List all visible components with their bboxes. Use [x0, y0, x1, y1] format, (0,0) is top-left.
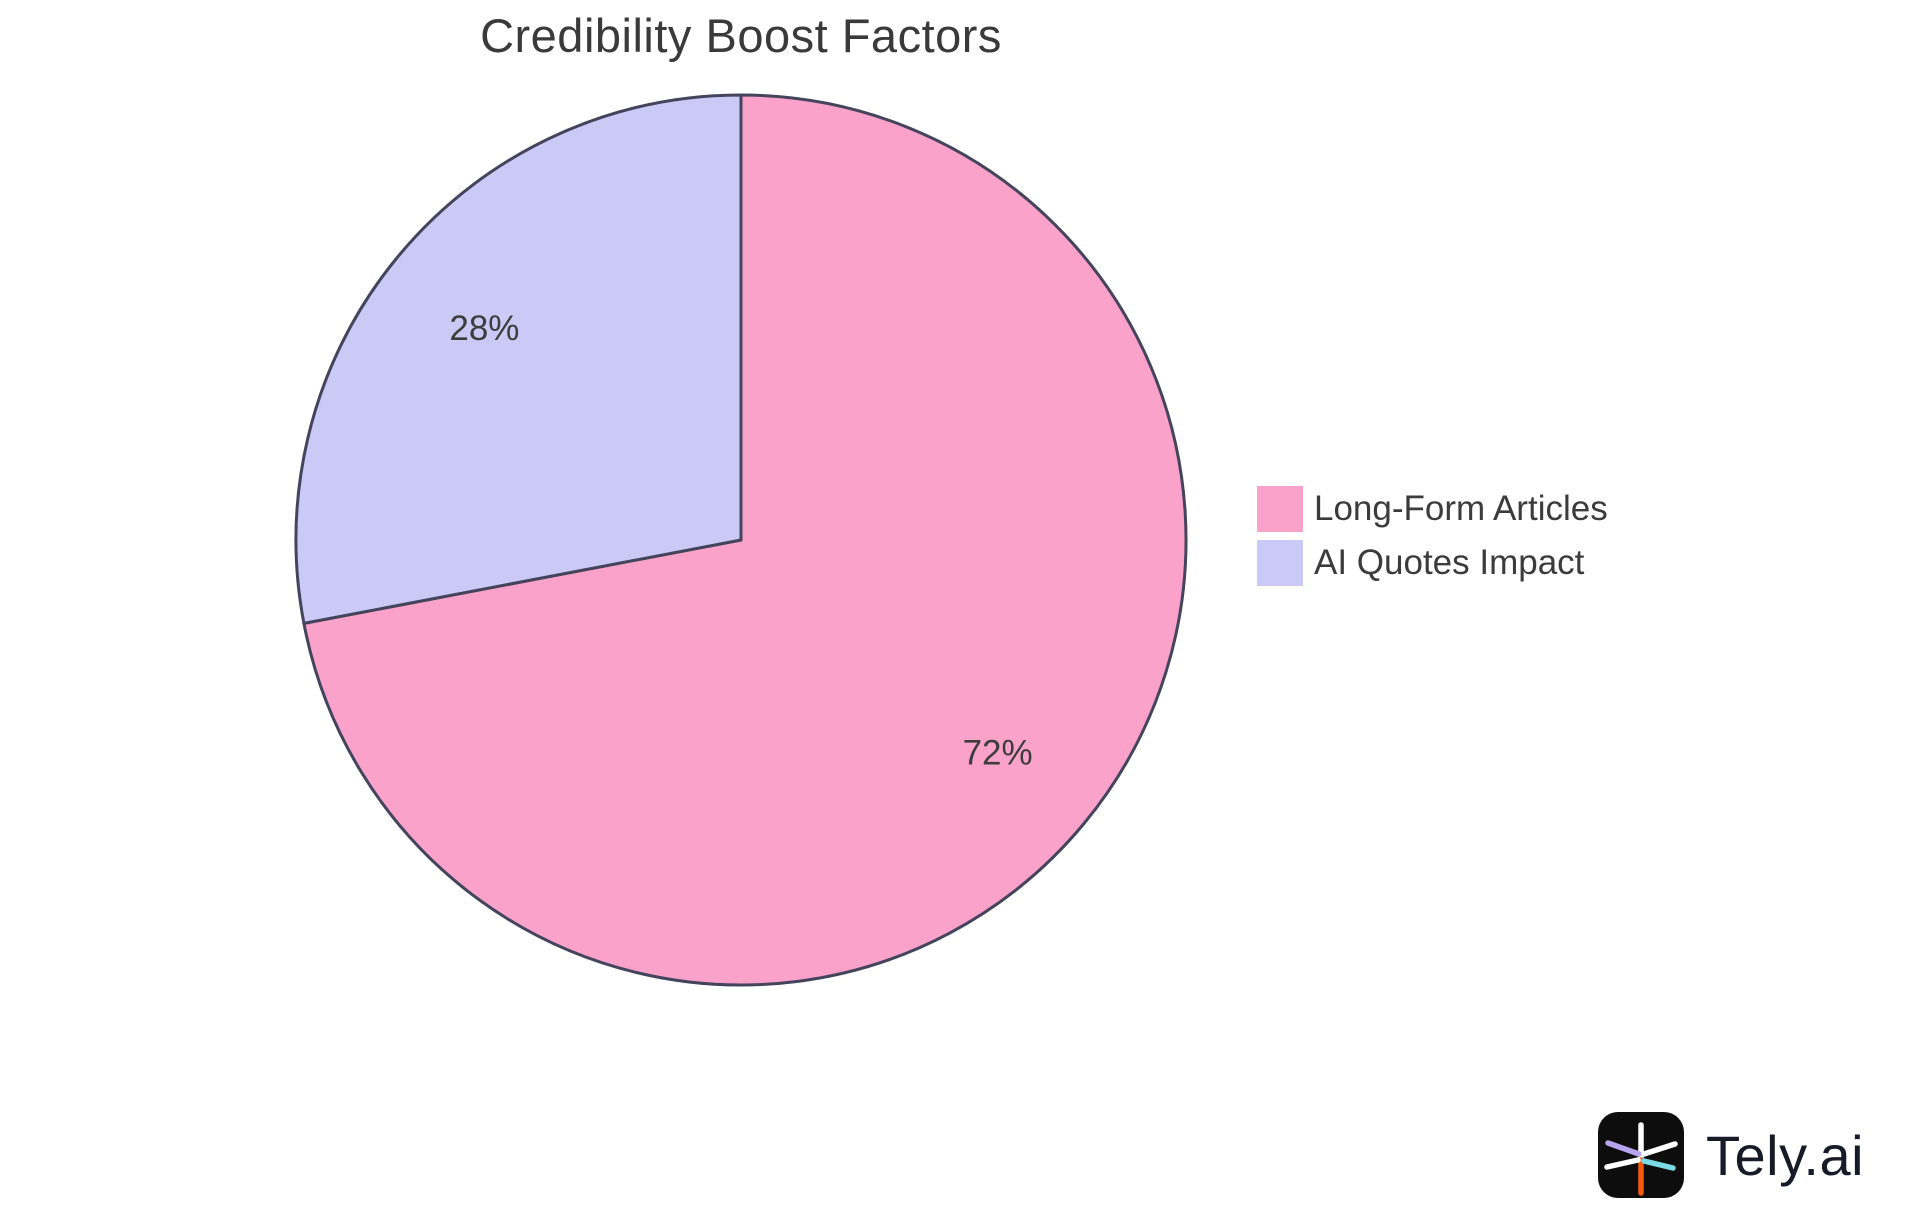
pie-chart: 72% 28%: [294, 93, 1188, 987]
chart-title: Credibility Boost Factors: [480, 9, 1002, 62]
pie-slice-label: 72%: [963, 734, 1033, 773]
pie-slice-ai-quotes-impact[interactable]: [294, 93, 743, 625]
icon-spoke-upper-right: [1641, 1141, 1678, 1157]
icon-spoke-upper-left: [1605, 1140, 1642, 1157]
legend-label: AI Quotes Impact: [1314, 543, 1585, 582]
brand-watermark: Tely.ai: [1598, 1112, 1864, 1198]
legend-item-long-form-articles[interactable]: Long-Form Articles: [1257, 486, 1608, 532]
legend-item-ai-quotes-impact[interactable]: AI Quotes Impact: [1257, 540, 1608, 586]
legend-swatch-long-form-articles: [1257, 486, 1303, 532]
legend-swatch-ai-quotes-impact: [1257, 540, 1303, 586]
legend: Long-Form Articles AI Quotes Impact: [1257, 486, 1608, 586]
pie-slice-label: 28%: [449, 309, 519, 348]
icon-spoke-lower-right: [1641, 1158, 1676, 1171]
tely-logo-icon: [1598, 1112, 1684, 1198]
pie-slice-long-form-articles[interactable]: [302, 93, 1188, 987]
icon-spoke-lower-left: [1604, 1157, 1641, 1170]
tely-asterisk-icon: [1598, 1112, 1684, 1198]
legend-label: Long-Form Articles: [1314, 489, 1608, 528]
brand-name: Tely.ai: [1706, 1123, 1865, 1187]
